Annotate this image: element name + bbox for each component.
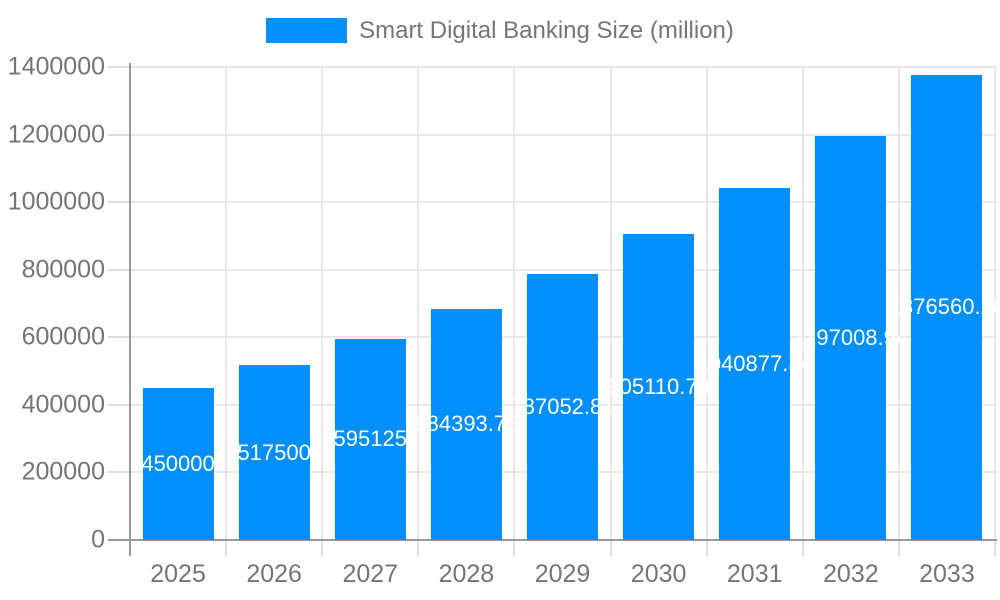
bar-value-label: 595125 (333, 426, 407, 452)
bar-value-label: 684393.75 (414, 411, 519, 437)
y-tick-label: 0 (91, 525, 105, 554)
y-tick-label: 1200000 (7, 120, 105, 149)
legend[interactable]: Smart Digital Banking Size (million) (0, 18, 1000, 43)
y-axis-tick (108, 66, 130, 68)
v-gridline (802, 67, 804, 540)
bar[interactable] (527, 274, 598, 540)
x-axis-line (108, 539, 997, 541)
x-axis-tick (513, 540, 515, 556)
legend-marker-swatch (266, 18, 348, 43)
bar[interactable] (334, 338, 406, 540)
bar[interactable] (238, 365, 310, 540)
y-tick-label: 600000 (21, 322, 105, 351)
v-gridline (417, 67, 419, 540)
v-gridline (321, 67, 323, 540)
x-tick-label: 2031 (726, 560, 783, 588)
y-axis-tick (108, 269, 130, 271)
y-axis-tick (108, 134, 130, 136)
y-tick-label: 200000 (21, 457, 105, 486)
v-gridline (513, 67, 515, 540)
x-tick-label: 2030 (630, 560, 687, 588)
bar[interactable] (815, 135, 887, 540)
h-gridline (130, 201, 997, 203)
x-axis-tick (994, 540, 996, 556)
h-gridline (130, 134, 997, 136)
v-gridline (706, 67, 708, 540)
bar-value-label: 450000 (141, 450, 215, 476)
x-axis-tick (706, 540, 708, 556)
x-tick-label: 2028 (438, 560, 495, 588)
v-gridline (898, 67, 900, 540)
x-axis-tick (417, 540, 419, 556)
v-gridline (225, 67, 227, 540)
bar[interactable] (430, 308, 502, 540)
y-tick-label: 1400000 (7, 52, 105, 81)
x-axis-tick (225, 540, 227, 556)
v-gridline (610, 67, 612, 540)
x-axis-tick (802, 540, 804, 556)
y-axis-tick (108, 404, 130, 406)
y-tick-label: 1000000 (7, 187, 105, 216)
y-axis-line (129, 63, 131, 556)
x-tick-label: 2033 (919, 560, 975, 588)
x-axis-tick (898, 540, 900, 556)
bar[interactable] (719, 188, 791, 540)
y-tick-label: 400000 (21, 390, 105, 419)
y-axis-tick (108, 336, 130, 338)
bar-value-label: 1040877.34 (696, 351, 813, 377)
y-axis-tick (108, 471, 130, 473)
x-tick-label: 2025 (150, 560, 206, 588)
bar-value-label: 787052.81 (510, 394, 615, 420)
bar-value-label: 1376560.28 (888, 294, 1000, 320)
y-tick-label: 800000 (21, 255, 105, 284)
y-axis-tick (108, 201, 130, 203)
x-tick-label: 2026 (246, 560, 302, 588)
x-axis-tick (610, 540, 612, 556)
v-gridline (994, 67, 996, 540)
x-tick-label: 2027 (342, 560, 399, 588)
h-gridline (130, 269, 997, 271)
x-tick-label: 2032 (823, 560, 879, 588)
h-gridline (130, 66, 997, 68)
bar-value-label: 1197008.94 (793, 324, 909, 350)
bar-value-label: 905110.73 (607, 374, 710, 400)
legend-label: Smart Digital Banking Size (million) (359, 17, 734, 44)
x-tick-label: 2029 (534, 560, 591, 588)
bar[interactable] (142, 387, 214, 540)
bar[interactable] (911, 74, 983, 540)
x-axis-tick (321, 540, 323, 556)
bar[interactable] (623, 234, 695, 540)
bar-value-label: 517500 (237, 439, 311, 465)
